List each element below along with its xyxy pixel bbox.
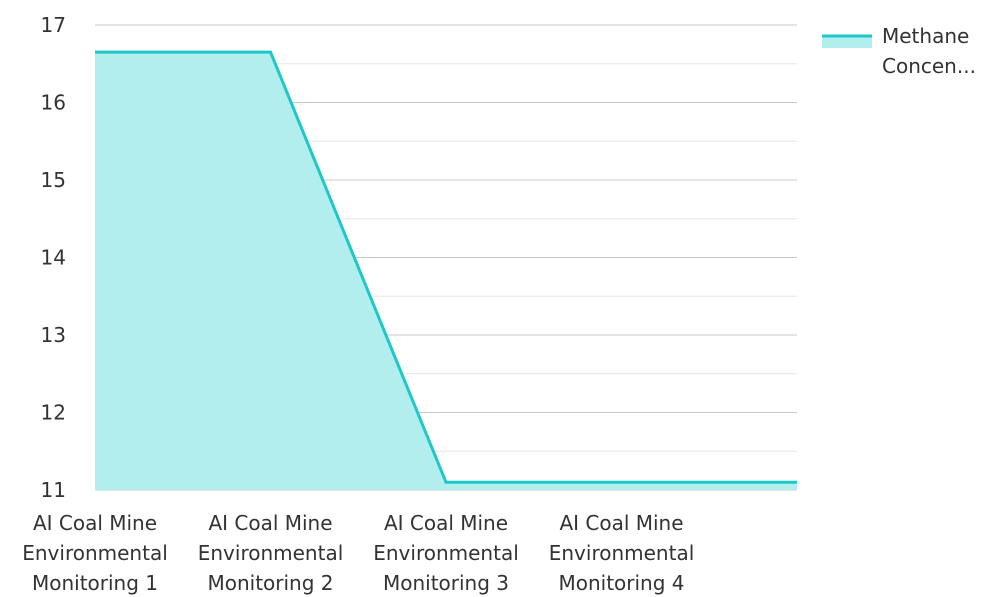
series-line xyxy=(95,50,797,484)
legend-label-line: Methane xyxy=(882,24,969,48)
x-category-label-line: Monitoring 2 xyxy=(207,571,333,595)
legend-label: Methane Concen... xyxy=(882,24,976,78)
y-tick-label: 15 xyxy=(41,168,66,192)
x-axis-category-labels: AI Coal Mine Environmental Monitoring 1AI … xyxy=(22,511,694,595)
x-category-label-line: Monitoring 1 xyxy=(32,571,158,595)
series-layer xyxy=(95,50,797,490)
x-category-label: AI Coal Mine Environmental Monitoring 4 xyxy=(549,511,695,595)
x-category-label-line: Environmental xyxy=(198,541,344,565)
legend[interactable]: Methane Concen... xyxy=(822,24,976,78)
y-tick-label: 14 xyxy=(41,246,66,270)
y-axis-tick-labels: 11 12 13 14 15 16 17 xyxy=(41,13,66,502)
x-category-label-line: AI Coal Mine xyxy=(384,511,508,535)
y-tick-label: 13 xyxy=(41,323,66,347)
y-tick-label: 12 xyxy=(41,401,66,425)
x-category-label-line: AI Coal Mine xyxy=(208,511,332,535)
x-category-label-line: Environmental xyxy=(22,541,168,565)
x-category-label-line: Environmental xyxy=(549,541,695,565)
y-tick-label: 11 xyxy=(41,478,66,502)
x-category-label: AI Coal Mine Environmental Monitoring 1 xyxy=(22,511,168,595)
x-category-label: AI Coal Mine Environmental Monitoring 3 xyxy=(373,511,519,595)
x-category-label-line: Environmental xyxy=(373,541,519,565)
legend-label-line: Concen... xyxy=(882,54,976,78)
x-category-label-line: AI Coal Mine xyxy=(559,511,683,535)
series-area-fill xyxy=(95,52,797,490)
x-category-label-line: Monitoring 4 xyxy=(558,571,684,595)
x-category-label-line: Monitoring 3 xyxy=(383,571,509,595)
y-tick-label: 16 xyxy=(41,91,66,115)
legend-swatch-fill xyxy=(822,36,872,48)
x-category-label: AI Coal Mine Environmental Monitoring 2 xyxy=(198,511,344,595)
x-category-label-line: AI Coal Mine xyxy=(33,511,157,535)
y-tick-label: 17 xyxy=(41,13,66,37)
